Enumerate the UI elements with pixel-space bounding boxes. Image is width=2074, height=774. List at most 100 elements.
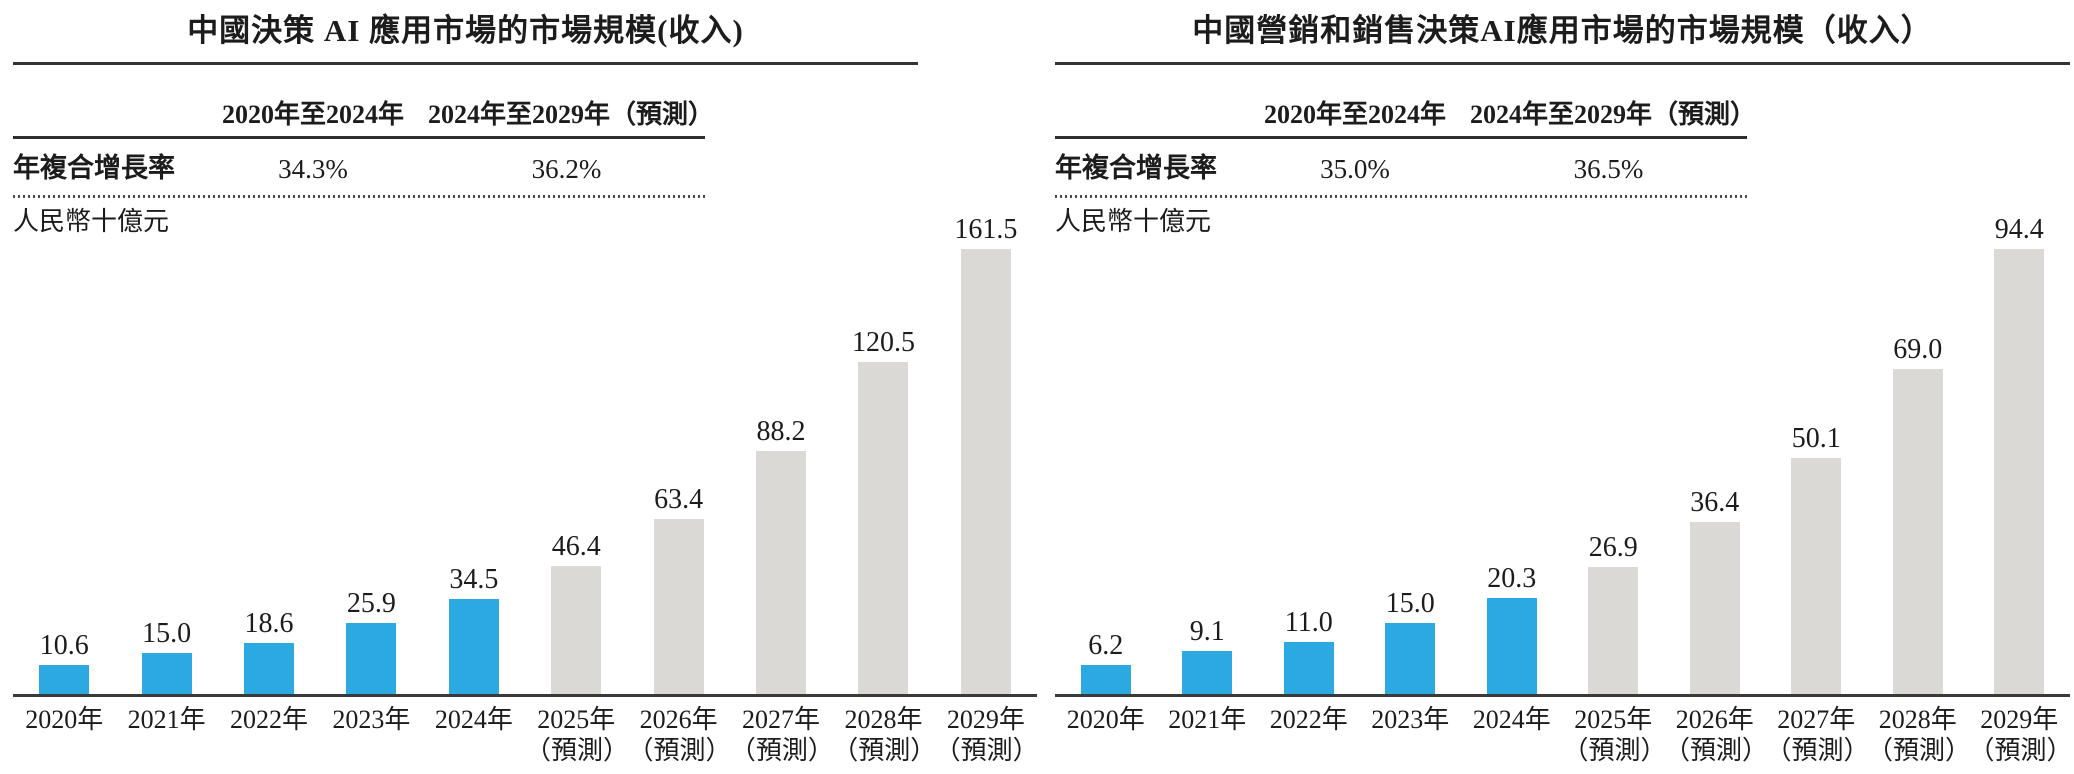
- x-tick-label: 2023年: [1371, 705, 1450, 734]
- x-tick-label: 2024年: [1472, 705, 1551, 734]
- bar-group: 18.6: [218, 609, 320, 694]
- bar-value-label: 9.1: [1189, 616, 1225, 647]
- cagr-value-2: 36.2%: [531, 154, 602, 184]
- cagr-header-row: 2020年至2024年 2024年至2029年（預測）: [13, 97, 715, 133]
- bar-value-label: 6.2: [1088, 630, 1124, 661]
- actual-bar: [1283, 642, 1334, 694]
- bar-value-label: 15.0: [142, 618, 192, 649]
- cagr-header-period-1: 2020年至2024年: [1263, 100, 1446, 129]
- bar-value-label: 26.9: [1588, 532, 1638, 563]
- x-axis-labels: 2020年 2021年 2022年 2023年 2024年 2025年 （預測） 2026年…: [1055, 704, 2073, 766]
- forecast-bar: [1994, 249, 2045, 694]
- forecast-bar: [653, 519, 704, 694]
- cagr-header-period-2: 2024年至2029年（預測）: [428, 100, 715, 129]
- bar-chart: 6.2 9.1 11.0 15.0 20.3 26.9 36.4 50.1 69.0 94.4 2…: [1055, 215, 2073, 766]
- chart-title: 中國決策 AI 應用市場的市場規模(收入): [187, 13, 744, 48]
- x-tick-label: 2028年 （預測）: [832, 705, 937, 765]
- bar-group: 94.4: [1969, 215, 2071, 694]
- bar-chart: 10.6 15.0 18.6 25.9 34.5 46.4 63.4 88.2 120.5 161…: [13, 215, 1039, 766]
- bar-group: 69.0: [1867, 335, 1969, 694]
- table-header-rule: [13, 136, 705, 139]
- bar-group: 161.5: [935, 215, 1037, 694]
- bar-group: 9.1: [1157, 617, 1259, 694]
- cagr-value-1: 35.0%: [1320, 154, 1390, 184]
- bar-value-label: 69.0: [1893, 334, 1943, 365]
- bar-group: 88.2: [730, 417, 832, 694]
- bar-value-label: 18.6: [244, 608, 294, 639]
- bar-group: 34.5: [423, 565, 525, 694]
- cagr-header-empty-cell: [1055, 97, 1240, 133]
- dotted-divider: [1055, 195, 1747, 198]
- bar-value-label: 120.5: [851, 327, 915, 358]
- forecast-bar: [1689, 522, 1740, 694]
- x-tick-label: 2029年 （預測）: [934, 705, 1039, 765]
- bars-area: 6.2 9.1 11.0 15.0 20.3 26.9 36.4 50.1 69.0 94.4: [1055, 215, 2070, 697]
- bar-value-label: 46.4: [551, 531, 601, 562]
- bar-value-label: 15.0: [1385, 588, 1435, 619]
- bar-group: 20.3: [1461, 564, 1563, 694]
- actual-bar: [448, 599, 499, 694]
- bar-group: 11.0: [1258, 608, 1360, 694]
- title-rule: [13, 62, 918, 65]
- x-tick-label: 2021年: [127, 705, 206, 734]
- actual-bar: [1080, 665, 1131, 694]
- y-axis-unit-label: 人民幣十億元: [13, 207, 170, 236]
- title-block: 中國決策 AI 應用市場的市場規模(收入): [13, 8, 918, 65]
- bar-value-label: 63.4: [654, 484, 704, 515]
- bar-group: 50.1: [1766, 424, 1868, 694]
- actual-bar: [141, 653, 192, 694]
- x-tick-label: 2022年: [1269, 705, 1348, 734]
- cagr-table: 2020年至2024年 2024年至2029年（預測） 年複合增長率 35.0%…: [1055, 97, 1757, 198]
- x-tick-label: 2021年: [1168, 705, 1247, 734]
- actual-bar: [346, 623, 397, 694]
- cagr-header-row: 2020年至2024年 2024年至2029年（預測）: [1055, 97, 1757, 133]
- x-tick-label: 2029年 （預測）: [1968, 705, 2073, 765]
- bar-group: 120.5: [832, 328, 934, 694]
- cagr-row-label: 年複合增長率: [13, 153, 175, 183]
- actual-bar: [1182, 651, 1233, 694]
- bar-group: 10.6: [13, 631, 115, 694]
- y-axis-unit-label: 人民幣十億元: [1055, 207, 1212, 236]
- cagr-table: 2020年至2024年 2024年至2029年（預測） 年複合增長率 34.3%…: [13, 97, 715, 198]
- bars-area: 10.6 15.0 18.6 25.9 34.5 46.4 63.4 88.2 120.5 161…: [13, 215, 1037, 697]
- bar-value-label: 25.9: [346, 588, 396, 619]
- bar-group: 15.0: [1360, 589, 1462, 694]
- chart-title: 中國營銷和銷售決策AI應用市場的市場規模（收入）: [1192, 13, 1933, 48]
- bar-value-label: 10.6: [39, 630, 89, 661]
- actual-bar: [244, 643, 295, 694]
- bar-value-label: 20.3: [1487, 563, 1537, 594]
- actual-bar: [1385, 623, 1436, 694]
- x-tick-label: 2024年: [434, 705, 513, 734]
- cagr-value-1: 34.3%: [278, 154, 348, 184]
- cagr-value-row: 年複合增長率 34.3% 36.2%: [13, 139, 705, 195]
- bar-value-label: 94.4: [1994, 214, 2044, 245]
- bar-group: 6.2: [1055, 631, 1157, 694]
- bar-value-label: 50.1: [1791, 423, 1841, 454]
- bar-value-label: 88.2: [756, 416, 806, 447]
- title-block: 中國營銷和銷售決策AI應用市場的市場規模（收入）: [1055, 8, 2070, 65]
- bar-group: 15.0: [115, 619, 217, 694]
- actual-bar: [1486, 598, 1537, 694]
- x-tick-label: 2026年 （預測）: [627, 705, 732, 765]
- bar-group: 26.9: [1563, 533, 1665, 694]
- x-tick-label: 2028年 （預測）: [1867, 705, 1972, 765]
- forecast-bar: [551, 566, 602, 694]
- bar-value-label: 11.0: [1284, 607, 1333, 638]
- bar-group: 25.9: [320, 589, 422, 694]
- forecast-bar: [1892, 369, 1943, 694]
- x-tick-label: 2026年 （預測）: [1664, 705, 1769, 765]
- cagr-value-2: 36.5%: [1573, 154, 1644, 184]
- x-tick-label: 2027年 （預測）: [729, 705, 834, 765]
- x-axis-labels: 2020年 2021年 2022年 2023年 2024年 2025年 （預測） 2026年…: [13, 704, 1039, 766]
- actual-bar: [39, 665, 90, 694]
- chart-panel-marketing-sales-decision-ai: 中國營銷和銷售決策AI應用市場的市場規模（收入） 2020年至2024年 202…: [1037, 0, 2074, 774]
- x-tick-label: 2025年 （預測）: [525, 705, 630, 765]
- bar-group: 36.4: [1664, 488, 1766, 694]
- x-tick-label: 2027年 （預測）: [1765, 705, 1870, 765]
- x-tick-label: 2025年 （預測）: [1562, 705, 1667, 765]
- cagr-header-period-2: 2024年至2029年（預測）: [1470, 100, 1757, 129]
- forecast-bar: [1791, 458, 1842, 694]
- chart-panel-decision-ai: 中國決策 AI 應用市場的市場規模(收入) 2020年至2024年 2024年至…: [13, 8, 1039, 766]
- x-tick-label: 2020年: [25, 705, 104, 734]
